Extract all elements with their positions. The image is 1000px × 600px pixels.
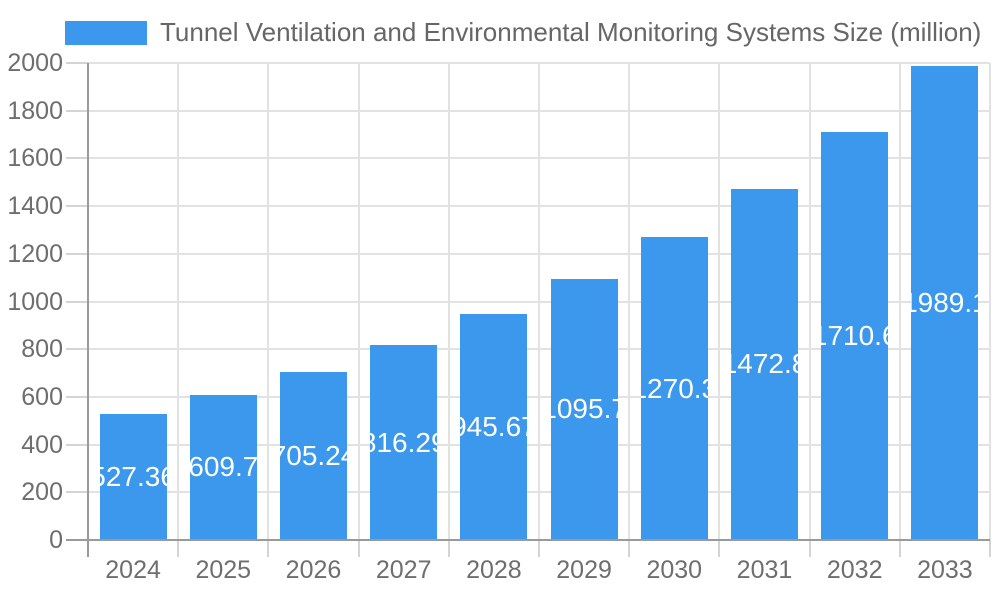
- x-tick-10: [989, 540, 991, 557]
- bar-value-label: 1095.7: [551, 393, 618, 425]
- bar-2027: 816.29: [370, 345, 438, 540]
- y-tick-1200: [66, 252, 88, 255]
- bar-2032: 1710.6: [821, 132, 889, 540]
- bar-2030: 1270.3: [640, 237, 708, 540]
- legend-swatch: [65, 20, 147, 45]
- bar-2033: 1989.1: [911, 65, 979, 540]
- y-tick-label-1000: 1000: [7, 287, 63, 316]
- y-axis-line: [87, 63, 89, 557]
- y-tick-label-400: 400: [21, 430, 63, 459]
- bar-value-label: 1270.3: [641, 372, 708, 404]
- y-tick-label-0: 0: [49, 526, 63, 554]
- y-tick-400: [66, 443, 88, 446]
- y-tick-800: [66, 348, 88, 351]
- x-tick-label-2030: 2030: [646, 556, 703, 584]
- y-tick-1400: [66, 205, 88, 208]
- x-tick-9: [898, 540, 901, 557]
- gridline-x-7: [718, 63, 721, 540]
- x-tick-label-2029: 2029: [556, 556, 612, 584]
- x-tick-label-2024: 2024: [105, 556, 161, 584]
- gridline-x-2: [267, 63, 270, 540]
- x-tick-label-2031: 2031: [736, 556, 793, 584]
- bar-value-label: 1989.1: [911, 286, 978, 318]
- y-tick-label-1400: 1400: [7, 192, 63, 221]
- bar-2026: 705.24: [280, 371, 347, 540]
- bar-2028: 945.67: [460, 314, 528, 540]
- x-tick-label-2032: 2032: [826, 556, 883, 584]
- x-tick-label-2027: 2027: [375, 556, 432, 584]
- x-tick-label-2028: 2028: [466, 556, 522, 584]
- x-tick-6: [628, 540, 631, 557]
- gridline-x-8: [808, 63, 811, 540]
- bar-value-label: 945.67: [460, 411, 527, 443]
- y-tick-1600: [66, 157, 88, 160]
- gridline-x-9: [898, 63, 901, 540]
- bar-value-label: 816.29: [370, 426, 437, 458]
- y-tick-1800: [66, 109, 88, 112]
- gridline-x-1: [177, 63, 180, 540]
- y-tick-label-200: 200: [21, 478, 63, 507]
- bar-value-label: 1710.6: [821, 320, 888, 351]
- y-tick-label-1200: 1200: [7, 239, 63, 268]
- legend-item[interactable]: Tunnel Ventilation and Environmental Mon…: [65, 17, 981, 48]
- y-tick-label-1800: 1800: [7, 96, 63, 125]
- x-tick-label-2026: 2026: [285, 556, 342, 584]
- y-tick-label-800: 800: [21, 335, 63, 364]
- bar-2031: 1472.8: [731, 188, 798, 540]
- y-tick-600: [66, 395, 88, 398]
- gridline-x-10: [989, 63, 991, 540]
- gridline-x-3: [357, 63, 360, 540]
- x-tick-5: [538, 540, 540, 557]
- x-tick-label-2025: 2025: [195, 556, 252, 584]
- bar-2025: 609.7: [189, 394, 257, 540]
- gridline-x-4: [447, 63, 450, 540]
- legend-label: Tunnel Ventilation and Environmental Mon…: [160, 17, 982, 47]
- x-tick-7: [718, 540, 721, 557]
- y-tick-200: [66, 491, 88, 494]
- bar-value-label: 1472.8: [731, 348, 798, 380]
- y-tick-2000: [66, 62, 88, 64]
- x-tick-4: [447, 540, 450, 557]
- x-tick-3: [357, 540, 360, 557]
- y-tick-label-2000: 2000: [7, 49, 63, 77]
- y-tick-label-1600: 1600: [7, 144, 63, 173]
- x-tick-1: [177, 540, 180, 557]
- bar-2029: 1095.7: [550, 278, 618, 540]
- x-tick-label-2033: 2033: [917, 556, 973, 584]
- bar-2024: 527.36: [99, 414, 167, 540]
- x-tick-8: [808, 540, 811, 557]
- x-axis-line: [66, 539, 990, 541]
- x-tick-2: [267, 540, 270, 557]
- y-tick-label-600: 600: [21, 382, 63, 411]
- bar-value-label: 527.36: [100, 461, 167, 493]
- gridline-x-6: [628, 63, 631, 540]
- bar-value-label: 609.7: [189, 451, 257, 483]
- gridline-x-5: [538, 63, 540, 540]
- y-tick-1000: [66, 300, 88, 303]
- bar-value-label: 705.24: [280, 439, 347, 471]
